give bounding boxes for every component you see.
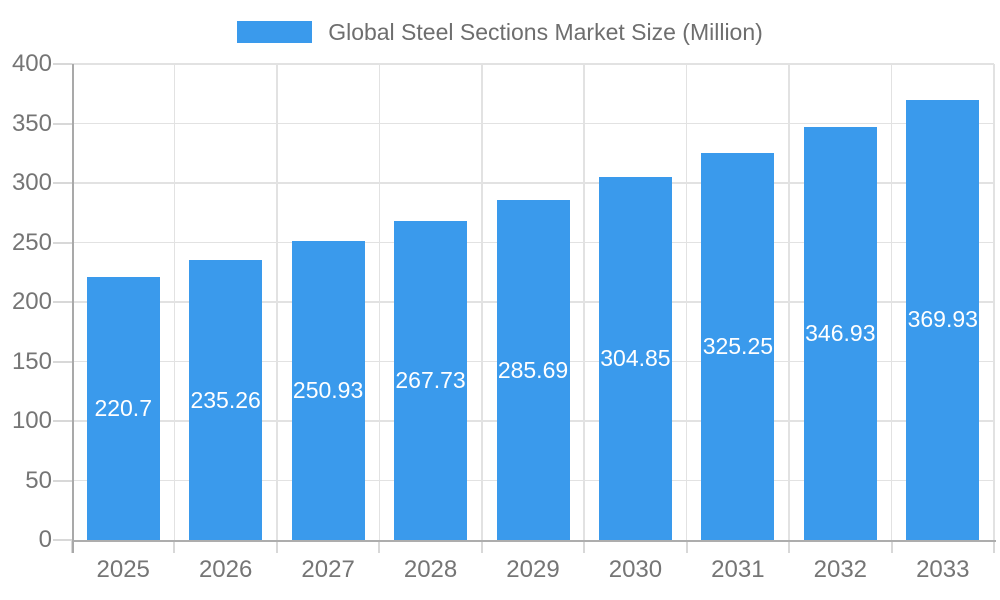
x-tick — [480, 540, 483, 553]
y-tick-label: 400 — [11, 50, 52, 77]
y-gridline — [72, 182, 994, 184]
x-tick — [685, 540, 688, 553]
x-tick-label: 2030 — [608, 556, 663, 583]
x-gridline — [788, 64, 790, 540]
x-tick-label: 2028 — [403, 556, 458, 583]
bar-2028[interactable]: 267.73 — [394, 221, 468, 540]
x-tick-label: 2032 — [813, 556, 868, 583]
y-gridline — [72, 122, 994, 125]
x-tick-label: 2025 — [96, 556, 150, 583]
x-tick — [275, 540, 278, 553]
bar-2032[interactable]: 346.93 — [803, 127, 877, 540]
legend-swatch — [237, 21, 313, 43]
x-tick — [378, 540, 381, 553]
y-tick-label: 100 — [11, 407, 52, 434]
x-tick-label: 2029 — [506, 556, 560, 583]
x-gridline — [685, 64, 688, 540]
bar-value-label: 250.93 — [292, 377, 364, 404]
y-tick-label: 250 — [11, 228, 52, 256]
y-tick-label: 350 — [11, 109, 52, 137]
bar-value-label: 346.93 — [805, 320, 876, 347]
y-tick-label: 0 — [38, 526, 52, 553]
x-gridline — [993, 64, 995, 540]
y-tick-label: 300 — [11, 169, 52, 196]
bar-value-label: 325.25 — [702, 332, 774, 359]
bar-2025[interactable]: 220.7 — [86, 277, 160, 540]
bar-2029[interactable]: 285.69 — [496, 200, 570, 540]
y-tick — [53, 122, 72, 125]
y-tick-label: 150 — [11, 347, 52, 375]
y-tick — [53, 360, 72, 363]
x-gridline — [481, 64, 483, 540]
y-axis-line — [72, 64, 74, 553]
y-tick-label: 50 — [25, 466, 52, 494]
x-tick-label: 2033 — [916, 556, 970, 583]
bar-2033[interactable]: 369.93 — [906, 99, 980, 540]
x-tick — [890, 540, 893, 553]
bar-2030[interactable]: 304.85 — [598, 177, 672, 540]
x-tick — [788, 540, 791, 553]
legend-label: Global Steel Sections Market Size (Milli… — [328, 18, 763, 45]
bar-2026[interactable]: 235.26 — [189, 260, 263, 540]
bar-2031[interactable]: 325.25 — [701, 152, 775, 540]
x-tick-label: 2026 — [198, 556, 253, 583]
y-tick-label: 200 — [11, 288, 52, 315]
x-tick — [993, 540, 995, 553]
x-gridline — [173, 64, 176, 540]
bar-value-label: 304.85 — [600, 345, 671, 372]
legend: Global Steel Sections Market Size (Milli… — [0, 18, 1000, 46]
x-gridline — [276, 64, 278, 540]
bar-value-label: 285.69 — [497, 356, 569, 383]
y-tick — [53, 420, 72, 422]
bar-2027[interactable]: 250.93 — [291, 241, 365, 540]
y-tick — [53, 301, 72, 303]
y-tick — [53, 241, 72, 244]
y-tick — [53, 539, 72, 541]
x-gridline — [890, 64, 893, 540]
bar-value-label: 267.73 — [395, 367, 466, 394]
x-tick-label: 2027 — [301, 556, 355, 583]
y-gridline — [72, 63, 994, 65]
legend-item[interactable]: Global Steel Sections Market Size (Milli… — [237, 19, 763, 46]
x-tick — [583, 540, 586, 553]
x-axis-line — [72, 540, 996, 542]
bar-value-label: 235.26 — [190, 386, 261, 413]
x-tick-label: 2031 — [711, 556, 765, 583]
bar-value-label: 369.93 — [907, 306, 978, 333]
y-tick — [53, 182, 72, 184]
bar-value-label: 220.7 — [94, 395, 152, 422]
x-gridline — [378, 64, 381, 540]
y-tick — [53, 63, 72, 65]
x-gridline — [583, 64, 585, 540]
y-tick — [53, 479, 72, 482]
x-tick — [173, 540, 176, 553]
